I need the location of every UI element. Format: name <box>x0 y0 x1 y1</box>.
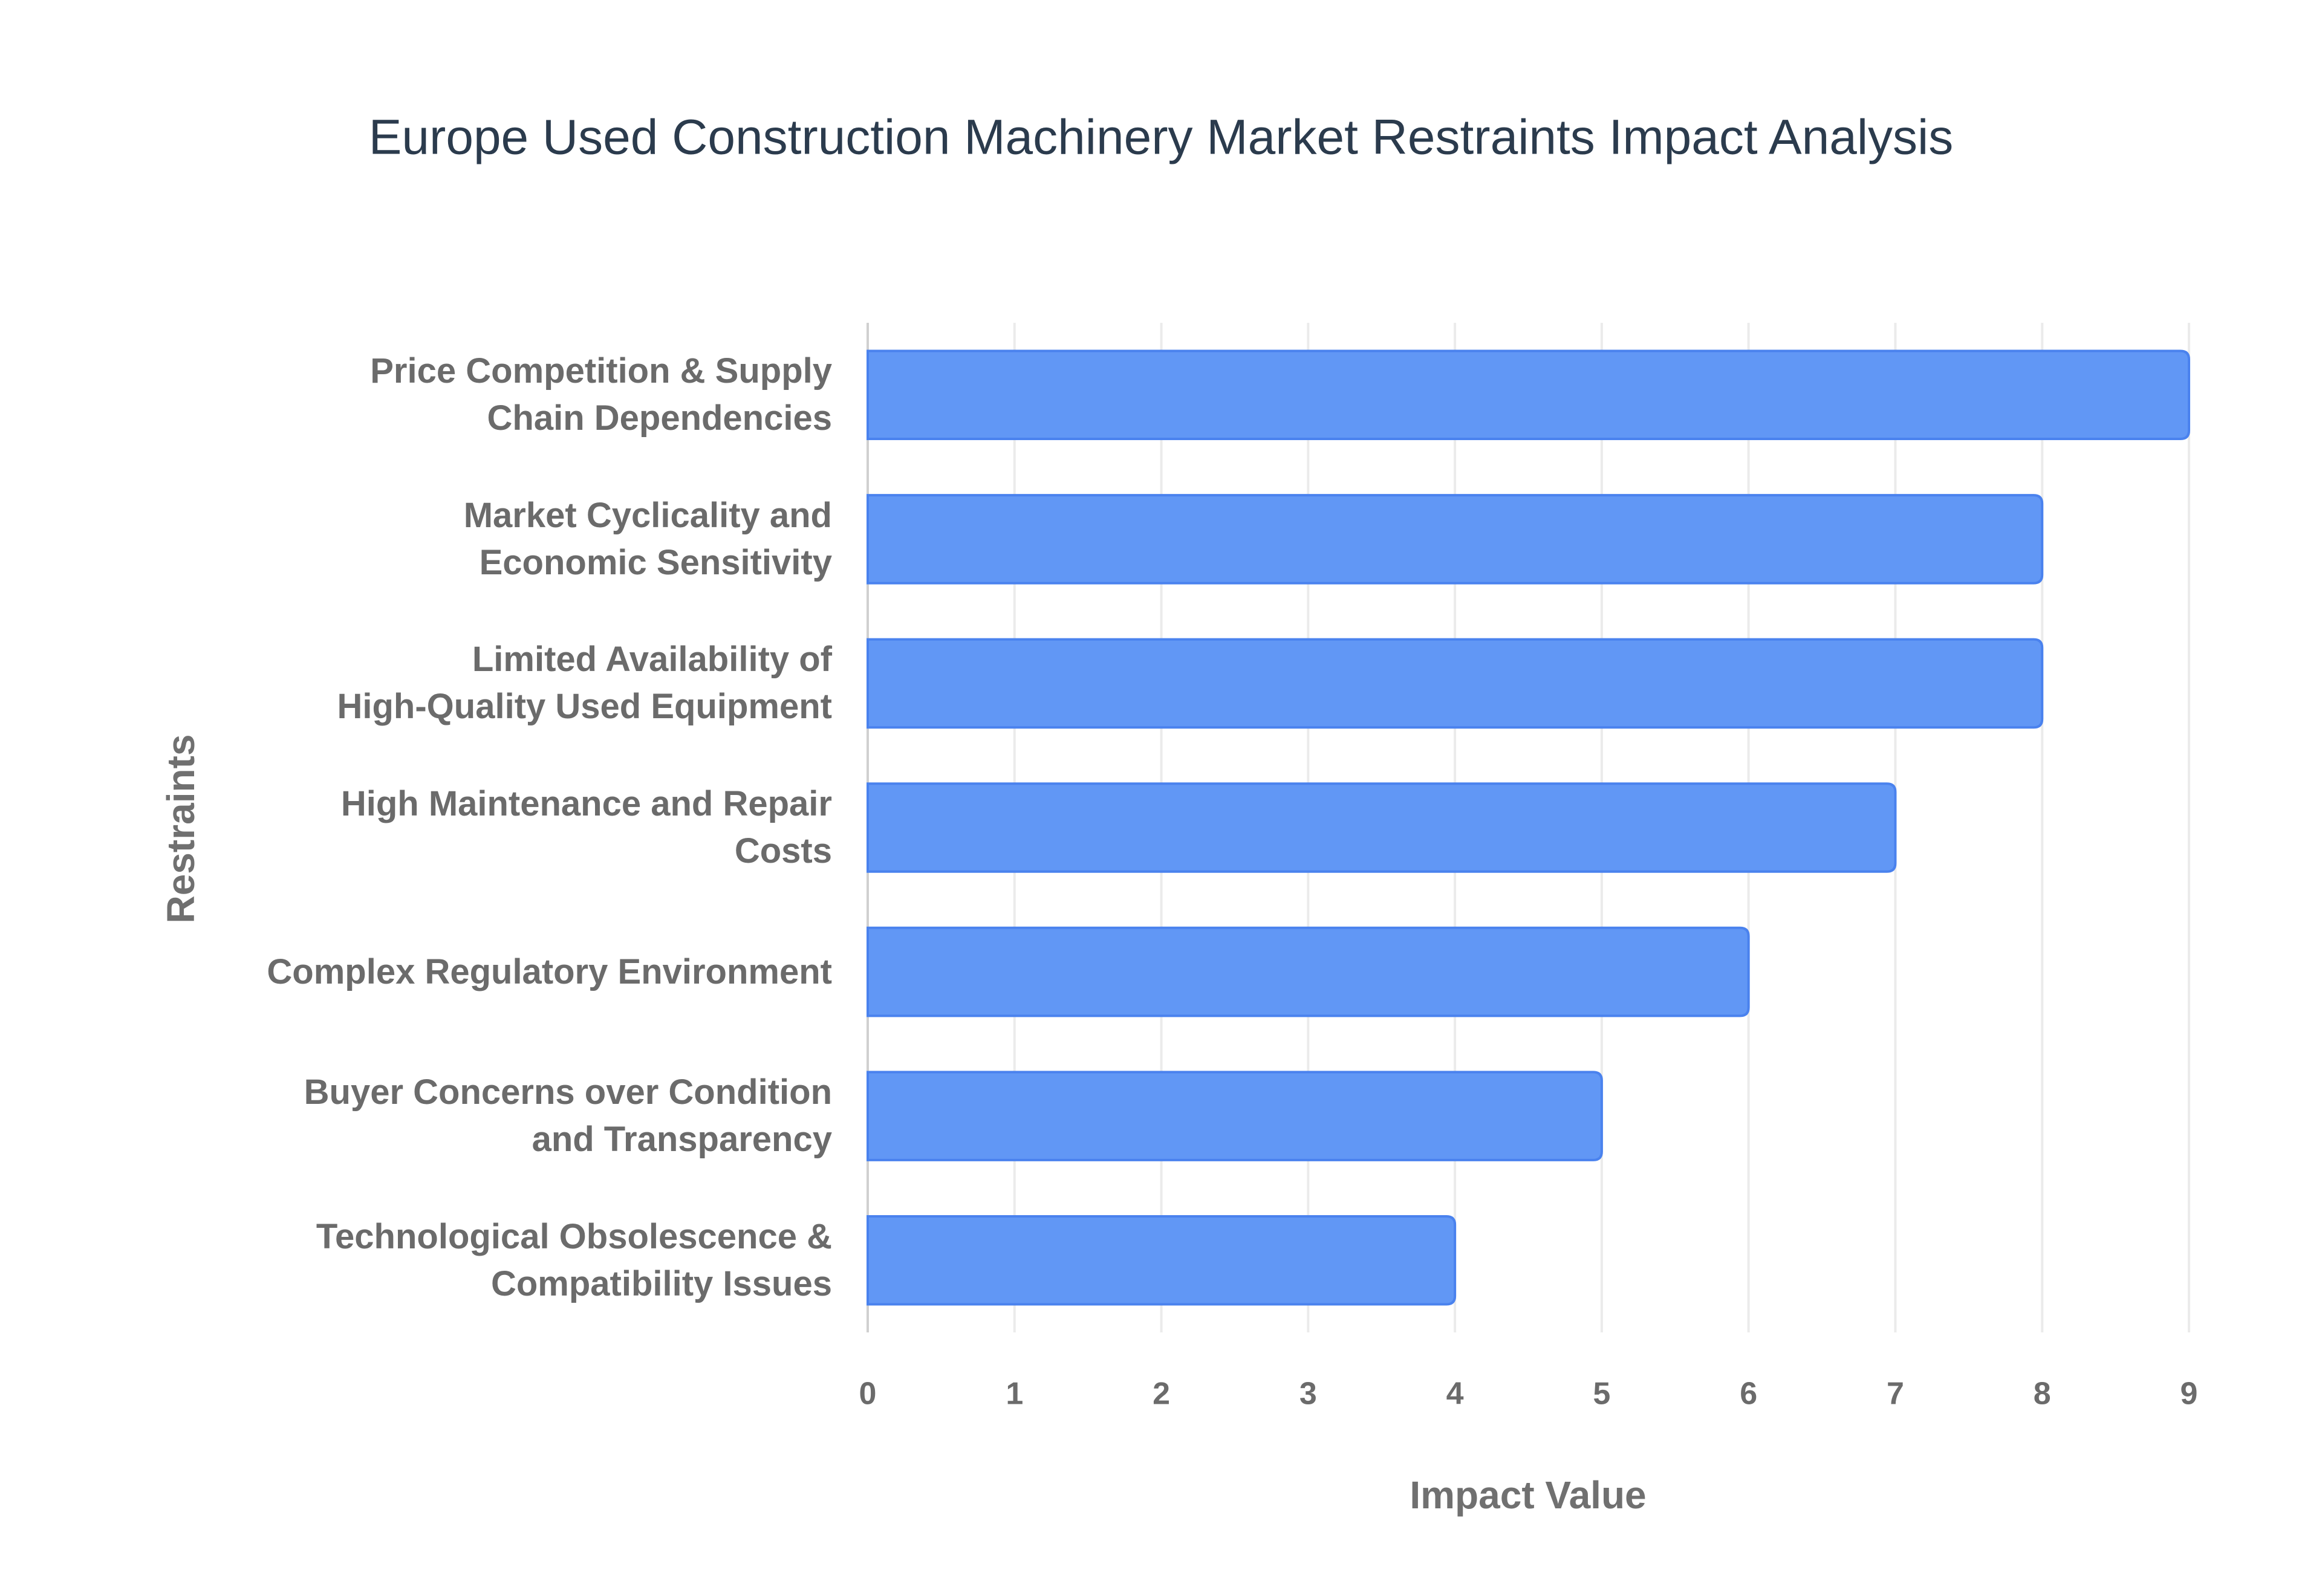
x-tick-label: 8 <box>2034 1377 2051 1412</box>
x-tick-label: 7 <box>1887 1377 1904 1412</box>
y-tick-label: Price Competition & Supply Chain Depende… <box>370 351 832 438</box>
y-tick-label: High Maintenance and Repair Costs <box>340 784 832 871</box>
y-tick-label: Market Cyclicality and Economic Sensitiv… <box>463 495 832 582</box>
bar <box>867 782 1897 873</box>
x-tick-label: 4 <box>1446 1377 1464 1412</box>
bar <box>867 926 1750 1017</box>
bar <box>867 1071 1603 1161</box>
y-tick-label: Limited Availability of High-Quality Use… <box>337 640 833 727</box>
x-tick-label: 5 <box>1593 1377 1610 1412</box>
bar <box>867 1215 1457 1306</box>
x-tick-label: 3 <box>1299 1377 1317 1412</box>
y-tick-label: Technological Obsolescence & Compatibili… <box>316 1216 832 1303</box>
y-axis-title: Restraints <box>159 735 203 924</box>
y-tick-label: Buyer Concerns over Condition and Transp… <box>304 1072 832 1160</box>
bar <box>867 638 2044 729</box>
bar <box>867 494 2044 585</box>
x-tick-label: 0 <box>859 1377 877 1412</box>
x-tick-label: 9 <box>2181 1377 2198 1412</box>
x-tick-label: 2 <box>1153 1377 1170 1412</box>
x-tick-label: 1 <box>1006 1377 1023 1412</box>
bar <box>867 349 2190 441</box>
x-axis-title: Impact Value <box>1410 1473 1646 1517</box>
chart-title: Europe Used Construction Machinery Marke… <box>369 110 1954 165</box>
x-tick-label: 6 <box>1740 1377 1757 1412</box>
y-tick-label: Complex Regulatory Environment <box>267 952 832 991</box>
